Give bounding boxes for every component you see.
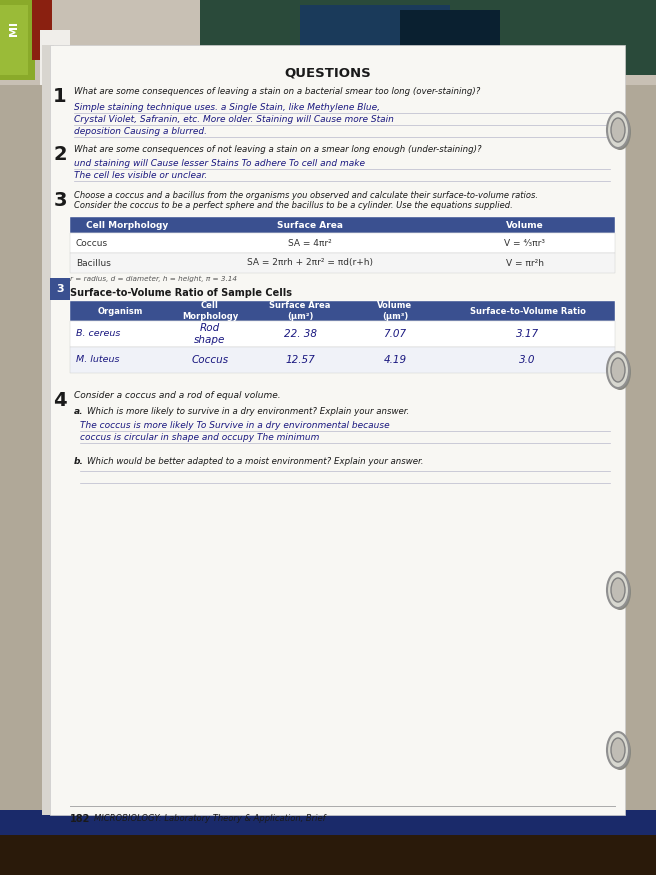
Text: Consider a coccus and a rod of equal volume.: Consider a coccus and a rod of equal vol… xyxy=(74,391,281,400)
Text: 4: 4 xyxy=(53,391,67,410)
Text: 4.19: 4.19 xyxy=(384,355,407,365)
Text: 22. 38: 22. 38 xyxy=(283,329,316,339)
Bar xyxy=(0,0,35,80)
Bar xyxy=(400,10,500,65)
Text: SA = 2πrh + 2πr² = πd(r+h): SA = 2πrh + 2πr² = πd(r+h) xyxy=(247,258,373,268)
Text: The coccus is more likely To Survive in a dry environmental because: The coccus is more likely To Survive in … xyxy=(80,421,390,430)
Text: a.: a. xyxy=(74,407,83,416)
Bar xyxy=(70,347,615,373)
Bar xyxy=(70,253,615,273)
Text: 1: 1 xyxy=(53,87,67,106)
Text: Rod
shape: Rod shape xyxy=(194,323,226,345)
Text: V = πr²h: V = πr²h xyxy=(506,258,544,268)
Text: Choose a coccus and a bacillus from the organisms you observed and calculate the: Choose a coccus and a bacillus from the … xyxy=(74,191,538,210)
Text: Surface-to-Volume Ratio: Surface-to-Volume Ratio xyxy=(470,306,585,316)
Ellipse shape xyxy=(609,114,631,150)
Bar xyxy=(32,0,52,60)
Text: B. cereus: B. cereus xyxy=(76,330,120,339)
Text: Surface-to-Volume Ratio of Sample Cells: Surface-to-Volume Ratio of Sample Cells xyxy=(70,288,292,298)
Text: deposition Causing a blurred.: deposition Causing a blurred. xyxy=(74,127,207,136)
Ellipse shape xyxy=(611,118,625,142)
Text: Which would be better adapted to a moist environment? Explain your answer.: Which would be better adapted to a moist… xyxy=(87,457,424,466)
Text: 3: 3 xyxy=(56,284,64,294)
Text: The cell les visible or unclear.: The cell les visible or unclear. xyxy=(74,171,207,180)
Bar xyxy=(40,30,70,85)
Text: MICROBIOLOGY: Laboratory Theory & Application, Brief: MICROBIOLOGY: Laboratory Theory & Applic… xyxy=(94,814,325,823)
Bar xyxy=(70,217,615,233)
Bar xyxy=(0,835,656,875)
Text: 182: 182 xyxy=(70,814,91,824)
Ellipse shape xyxy=(609,354,631,390)
Text: M. luteus: M. luteus xyxy=(76,355,119,365)
Ellipse shape xyxy=(609,574,631,610)
Text: QUESTIONS: QUESTIONS xyxy=(285,66,371,80)
Text: 7.07: 7.07 xyxy=(384,329,407,339)
Text: Surface Area: Surface Area xyxy=(277,220,343,229)
Text: Cell
Morphology: Cell Morphology xyxy=(182,301,238,321)
Text: 3.17: 3.17 xyxy=(516,329,539,339)
Bar xyxy=(70,301,615,321)
Bar xyxy=(0,5,28,75)
Text: Bacillus: Bacillus xyxy=(76,258,111,268)
Ellipse shape xyxy=(607,732,629,768)
Ellipse shape xyxy=(611,738,625,762)
Ellipse shape xyxy=(607,112,629,148)
Text: coccus is circular in shape and occupy The minimum: coccus is circular in shape and occupy T… xyxy=(80,433,319,442)
Bar xyxy=(300,5,450,70)
Text: What are some consequences of leaving a stain on a bacterial smear too long (ove: What are some consequences of leaving a … xyxy=(74,87,480,96)
Ellipse shape xyxy=(611,578,625,602)
Bar xyxy=(50,45,625,815)
Text: SA = 4πr²: SA = 4πr² xyxy=(288,239,332,248)
Text: Volume: Volume xyxy=(506,220,544,229)
Text: b.: b. xyxy=(74,457,84,466)
Text: r = radius, d = diameter, h = height, π = 3.14: r = radius, d = diameter, h = height, π … xyxy=(70,276,237,282)
Ellipse shape xyxy=(609,734,631,770)
Text: Which is more likely to survive in a dry environment? Explain your answer.: Which is more likely to survive in a dry… xyxy=(87,407,409,416)
Text: Crystal Violet, Safranin, etc. More older. Staining will Cause more Stain: Crystal Violet, Safranin, etc. More olde… xyxy=(74,115,394,124)
Text: What are some consequences of not leaving a stain on a smear long enough (under-: What are some consequences of not leavin… xyxy=(74,145,482,154)
Text: Simple staining technique uses. a Single Stain, like Methylene Blue,: Simple staining technique uses. a Single… xyxy=(74,103,380,112)
Bar xyxy=(42,45,54,815)
Text: 3.0: 3.0 xyxy=(520,355,536,365)
Bar xyxy=(0,0,656,85)
Bar xyxy=(70,321,615,347)
Text: Coccus: Coccus xyxy=(76,239,108,248)
Text: und staining will Cause lesser Stains To adhere To cell and make: und staining will Cause lesser Stains To… xyxy=(74,159,365,168)
Text: 12.57: 12.57 xyxy=(285,355,315,365)
Bar xyxy=(0,810,656,875)
Text: 3: 3 xyxy=(53,191,67,210)
Text: V = ⁴⁄₃πr³: V = ⁴⁄₃πr³ xyxy=(504,239,546,248)
Bar xyxy=(70,233,615,253)
Ellipse shape xyxy=(607,572,629,608)
Bar xyxy=(200,0,656,75)
Ellipse shape xyxy=(607,352,629,388)
Ellipse shape xyxy=(611,358,625,382)
Text: Organism: Organism xyxy=(97,306,143,316)
Text: Volume
(μm³): Volume (μm³) xyxy=(377,301,413,321)
Text: 2: 2 xyxy=(53,145,67,164)
Text: Cell Morphology: Cell Morphology xyxy=(87,220,169,229)
Text: Surface Area
(μm²): Surface Area (μm²) xyxy=(270,301,331,321)
Bar xyxy=(50,278,70,300)
Text: Coccus: Coccus xyxy=(192,355,228,365)
Text: MI: MI xyxy=(9,20,19,36)
